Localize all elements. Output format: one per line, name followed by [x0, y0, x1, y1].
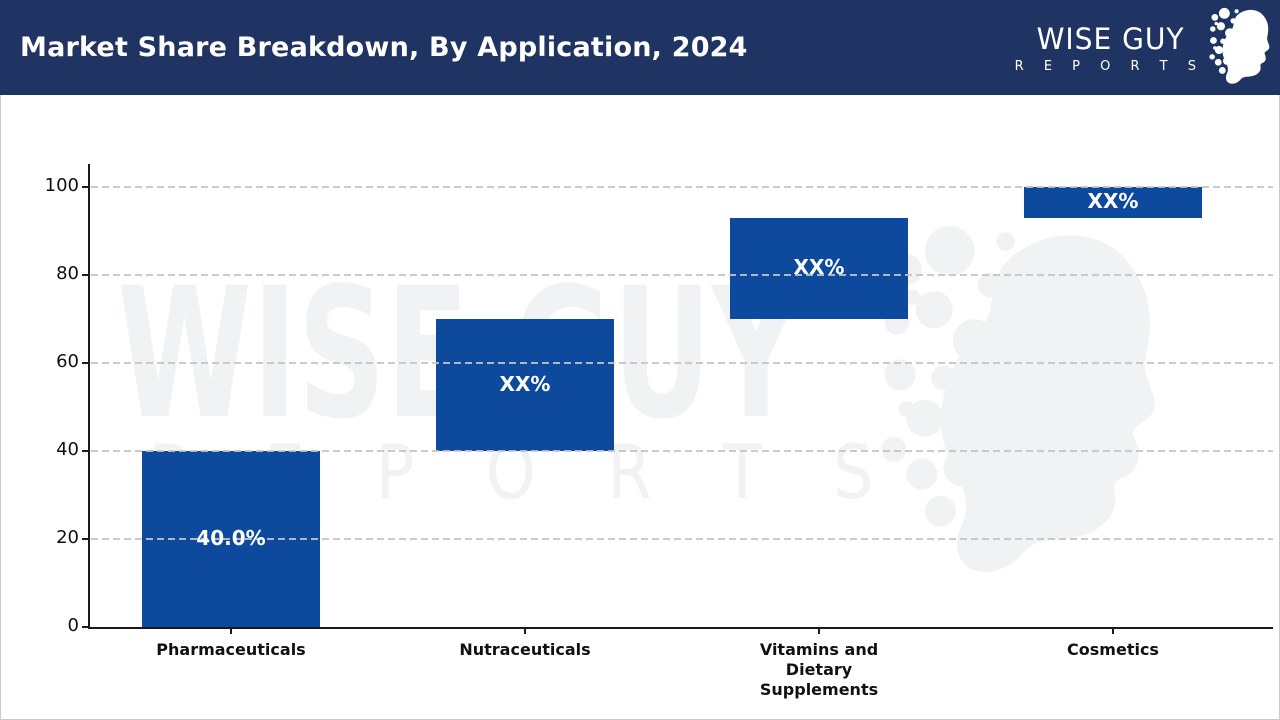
y-axis-tick-label: 100 — [44, 175, 79, 196]
bar-value-label: 40.0% — [196, 526, 266, 550]
x-axis-category-line: Dietary — [785, 660, 853, 679]
y-axis-tick-label: 80 — [56, 263, 79, 284]
y-axis-tick — [82, 450, 89, 452]
logo-wordmark: WISE GUY — [1036, 22, 1185, 56]
head-profile-icon — [1209, 7, 1270, 84]
x-axis-category-label: Pharmaceuticals — [101, 640, 361, 660]
page-title: Market Share Breakdown, By Application, … — [20, 32, 748, 63]
bar-value-label: XX% — [793, 255, 845, 280]
bar-value-label: XX% — [499, 372, 551, 396]
y-axis-tick-label: 40 — [56, 439, 79, 460]
gridline-60 — [91, 362, 1273, 364]
y-axis-tick-label: 0 — [67, 615, 79, 636]
gridline-80 — [91, 274, 1273, 276]
y-axis-tick — [82, 626, 89, 628]
y-axis-tick — [82, 362, 89, 364]
x-axis-category-label: Nutraceuticals — [395, 640, 655, 660]
bar-vitamins-and-dietary-supplements — [730, 217, 908, 319]
x-axis-line — [88, 627, 1273, 629]
x-axis-tick — [524, 627, 526, 634]
y-axis-tick — [82, 538, 89, 540]
gridline-20 — [91, 538, 1273, 540]
x-axis-category-line: Cosmetics — [1067, 640, 1159, 659]
wiseguy-logo: WISE GUY R E P O R T S — [1011, 4, 1274, 92]
bar-cosmetics — [1024, 187, 1202, 218]
bar-value-label: XX% — [1087, 189, 1139, 214]
x-axis-category-line: Nutraceuticals — [459, 640, 591, 659]
y-axis-tick-label: 20 — [56, 527, 79, 548]
y-axis-tick — [82, 186, 89, 188]
x-axis-category-label: Vitamins and Dietary Supplements — [689, 640, 949, 700]
x-axis-tick — [1112, 627, 1114, 634]
x-axis-category-line: Supplements — [759, 680, 879, 699]
logo-text: WISE GUY R E P O R T S — [1011, 22, 1204, 74]
y-axis-line — [88, 164, 90, 629]
y-axis-tick-label: 60 — [56, 351, 79, 372]
gridline-100 — [91, 186, 1273, 188]
logo-subtitle: R E P O R T S — [1014, 59, 1204, 74]
x-axis-category-line: Vitamins and — [759, 640, 879, 659]
y-axis-tick — [82, 274, 89, 276]
x-axis-tick — [230, 627, 232, 634]
x-axis-tick — [818, 627, 820, 634]
header-bar: Market Share Breakdown, By Application, … — [0, 0, 1280, 95]
bar-nutraceuticals — [436, 319, 614, 451]
x-axis-category-label: Cosmetics — [983, 640, 1243, 660]
x-axis-category-line: Pharmaceuticals — [156, 640, 306, 659]
gridline-40 — [91, 450, 1273, 452]
chart-area: WISE GUY R E P O R T S 0 20 40 60 80 100 40.0%… — [0, 95, 1280, 720]
